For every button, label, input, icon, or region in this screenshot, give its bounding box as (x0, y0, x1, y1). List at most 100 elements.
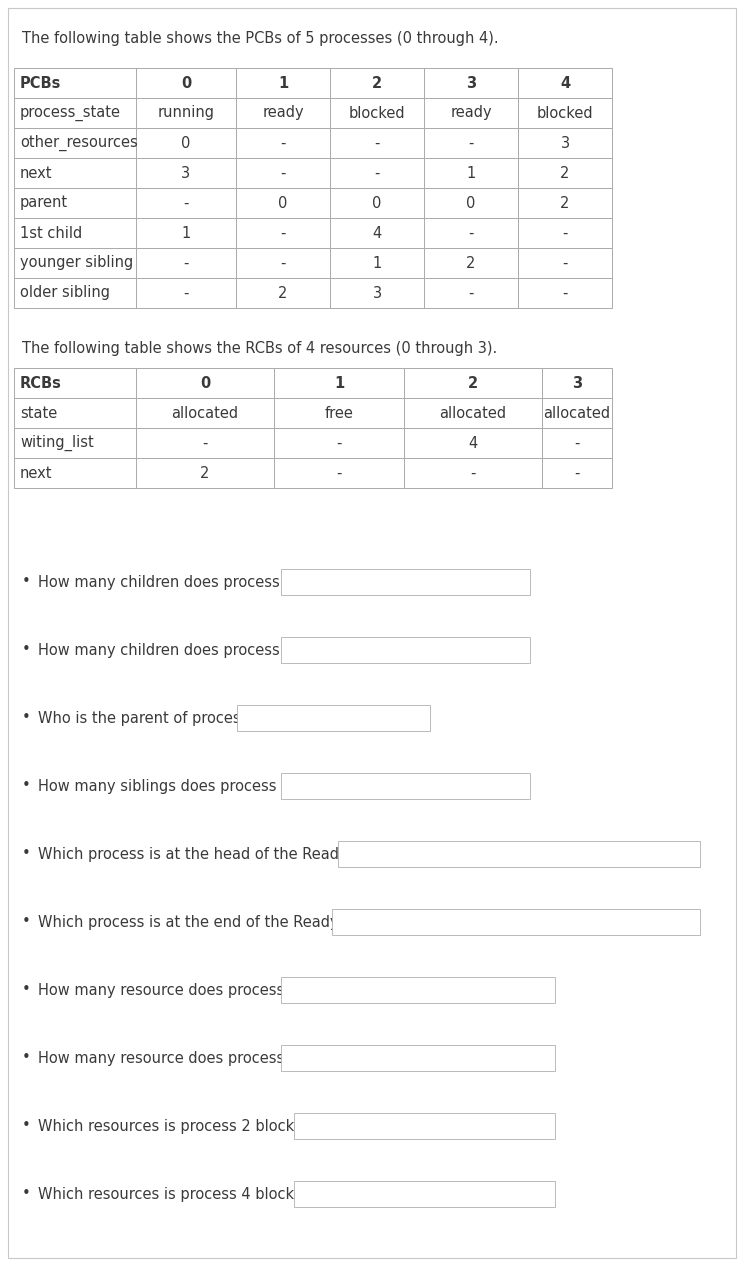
Bar (281, 774, 530, 799)
Bar (14, 218, 136, 248)
Bar (14, 248, 136, 279)
Text: 3: 3 (182, 166, 190, 181)
Text: allocated: allocated (440, 405, 507, 420)
Text: 3: 3 (560, 135, 570, 151)
Bar (14, 368, 136, 398)
Bar (14, 398, 136, 428)
Bar (330, 187, 424, 218)
Text: -: - (183, 286, 189, 300)
Bar (14, 279, 136, 308)
Bar (330, 97, 424, 128)
Bar (274, 428, 404, 458)
Bar (237, 705, 430, 730)
Text: •: • (22, 1118, 31, 1133)
Text: •: • (22, 779, 31, 794)
Bar (294, 1113, 555, 1139)
Bar (14, 68, 136, 97)
Bar (404, 398, 542, 428)
Text: How many resource does process 0 hold?: How many resource does process 0 hold? (38, 982, 342, 998)
Text: -: - (562, 225, 568, 241)
Text: -: - (574, 436, 580, 451)
Bar (404, 428, 542, 458)
Bar (281, 637, 530, 663)
Bar (518, 187, 612, 218)
Text: 0: 0 (182, 135, 190, 151)
Text: 1: 1 (182, 225, 190, 241)
Bar (281, 568, 530, 595)
Bar (136, 128, 236, 158)
Bar (424, 279, 518, 308)
Text: 2: 2 (468, 376, 478, 390)
Text: •: • (22, 982, 31, 998)
Text: -: - (562, 256, 568, 271)
Text: blocked: blocked (349, 105, 405, 120)
Text: The following table shows the RCBs of 4 resources (0 through 3).: The following table shows the RCBs of 4 … (22, 341, 497, 356)
Bar (236, 128, 330, 158)
Bar (518, 97, 612, 128)
Text: The following table shows the PCBs of 5 processes (0 through 4).: The following table shows the PCBs of 5 … (22, 30, 498, 46)
Text: •: • (22, 575, 31, 590)
Text: 1: 1 (466, 166, 475, 181)
Text: 0: 0 (181, 76, 191, 90)
Text: 2: 2 (372, 76, 382, 90)
Text: •: • (22, 1186, 31, 1201)
Text: 0: 0 (372, 195, 382, 210)
Text: -: - (468, 135, 474, 151)
Bar (236, 158, 330, 187)
Text: free: free (324, 405, 353, 420)
Bar (542, 458, 612, 487)
Text: How many siblings does process 2 have?: How many siblings does process 2 have? (38, 779, 339, 794)
Bar (330, 68, 424, 97)
Bar (236, 97, 330, 128)
Text: PCBs: PCBs (20, 76, 61, 90)
Bar (236, 187, 330, 218)
Text: •: • (22, 643, 31, 657)
Bar (14, 428, 136, 458)
Bar (330, 158, 424, 187)
Bar (338, 841, 700, 867)
Text: 4: 4 (560, 76, 570, 90)
Bar (236, 68, 330, 97)
Bar (330, 248, 424, 279)
Text: -: - (336, 466, 341, 481)
Bar (518, 128, 612, 158)
Text: younger sibling: younger sibling (20, 256, 133, 271)
Text: How many resource does process 4 hold?: How many resource does process 4 hold? (38, 1051, 342, 1066)
Text: -: - (562, 286, 568, 300)
Text: -: - (280, 135, 286, 151)
Text: running: running (158, 105, 214, 120)
Bar (274, 368, 404, 398)
Text: -: - (280, 166, 286, 181)
Text: -: - (183, 195, 189, 210)
Text: allocated: allocated (543, 405, 611, 420)
Text: 3: 3 (466, 76, 476, 90)
Bar (424, 248, 518, 279)
Text: 1: 1 (278, 76, 288, 90)
Text: 1: 1 (373, 256, 382, 271)
Bar (236, 248, 330, 279)
Bar (424, 187, 518, 218)
Text: 2: 2 (278, 286, 288, 300)
Text: -: - (280, 225, 286, 241)
Bar (542, 428, 612, 458)
Bar (330, 279, 424, 308)
Text: •: • (22, 847, 31, 861)
Text: other_resources: other_resources (20, 135, 138, 151)
Text: 2: 2 (560, 195, 570, 210)
Bar (330, 218, 424, 248)
Bar (518, 158, 612, 187)
Text: •: • (22, 710, 31, 725)
Bar (424, 97, 518, 128)
Text: 2: 2 (200, 466, 210, 481)
Bar (424, 68, 518, 97)
Text: ready: ready (450, 105, 492, 120)
Text: 4: 4 (469, 436, 478, 451)
Bar (136, 248, 236, 279)
Bar (330, 128, 424, 158)
Bar (136, 398, 274, 428)
Text: Who is the parent of process 4?: Who is the parent of process 4? (38, 710, 270, 725)
Text: Which resources is process 2 blocked on?: Which resources is process 2 blocked on? (38, 1118, 342, 1133)
Text: 3: 3 (572, 376, 582, 390)
Text: How many children does process 4 have?: How many children does process 4 have? (38, 643, 342, 657)
Text: witing_list: witing_list (20, 436, 94, 451)
